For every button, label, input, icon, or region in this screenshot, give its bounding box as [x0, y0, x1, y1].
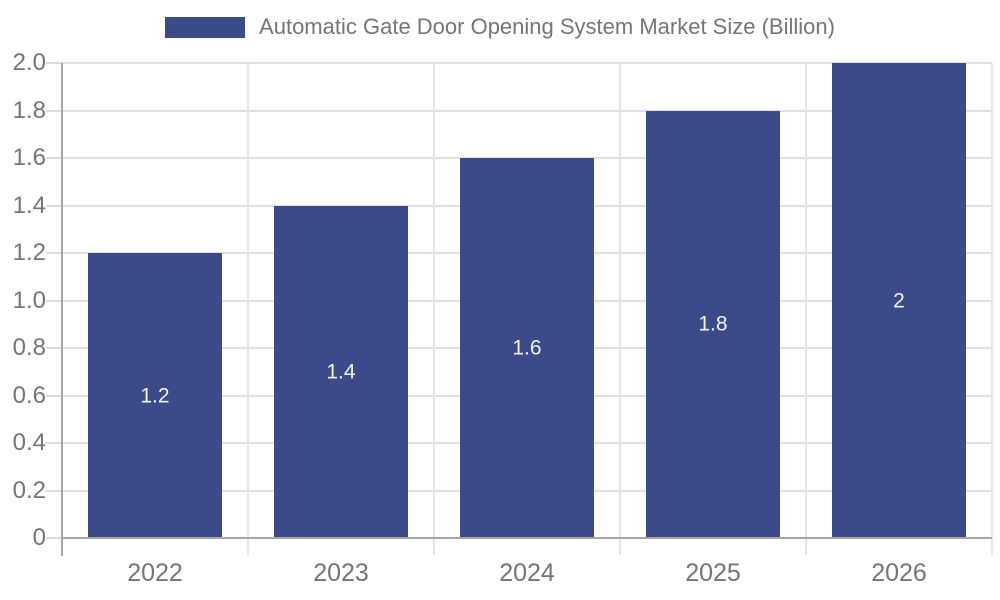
y-tick-label: 1.0 [12, 286, 46, 314]
y-tick-label: 1.2 [12, 239, 46, 266]
y-tick-label: 1.8 [12, 96, 46, 124]
x-tick-mark [247, 539, 249, 555]
bar-value-label: 1.8 [698, 312, 728, 336]
bar-value-label: 2 [893, 289, 905, 312]
y-tick-mark [46, 204, 62, 207]
gridline-horizontal [62, 109, 992, 112]
y-tick-label: 2.0 [12, 49, 46, 76]
y-tick-label: 0.6 [12, 381, 46, 409]
x-tick-mark [805, 539, 807, 555]
y-axis-line [61, 63, 63, 556]
bar-2025: 1.8 [646, 110, 780, 538]
x-tick-label: 2024 [499, 559, 555, 587]
y-tick-label: 1.6 [12, 144, 46, 171]
y-tick-mark [46, 489, 62, 492]
y-tick-label: 0.4 [12, 429, 46, 456]
gridline-vertical [805, 63, 807, 538]
x-tick-label: 2023 [313, 559, 369, 587]
y-tick-mark [46, 109, 62, 112]
y-tick-mark [46, 157, 62, 159]
y-tick-mark [46, 62, 62, 64]
y-tick-label: 0 [32, 524, 46, 551]
bar-2023: 1.4 [274, 205, 408, 538]
x-tick-label: 2025 [685, 559, 741, 587]
bar-2026: 2 [832, 63, 966, 538]
legend: Automatic Gate Door Opening System Marke… [0, 14, 1000, 40]
y-tick-mark [46, 252, 62, 254]
y-tick-label: 1.4 [12, 191, 46, 219]
y-tick-mark [46, 299, 62, 302]
y-tick-mark [46, 442, 62, 444]
y-tick-label: 0.2 [12, 476, 46, 504]
x-tick-mark [991, 539, 993, 555]
y-tick-mark [46, 394, 62, 397]
x-tick-label: 2022 [127, 559, 183, 587]
gridline-vertical [619, 63, 621, 538]
plot-area: 1.2 1.4 1.6 1.8 2 [62, 62, 993, 538]
gridline-horizontal [62, 62, 992, 64]
x-tick-mark [433, 539, 435, 555]
y-tick-mark [46, 537, 62, 539]
bar-value-label: 1.2 [140, 384, 170, 407]
x-tick-label: 2026 [871, 559, 927, 587]
bar-2022: 1.2 [88, 253, 222, 538]
bar-value-label: 1.4 [326, 360, 356, 384]
y-tick-mark [46, 347, 62, 349]
x-axis-line [62, 537, 992, 539]
legend-label: Automatic Gate Door Opening System Marke… [259, 14, 835, 39]
gridline-vertical [433, 63, 435, 538]
legend-swatch [165, 16, 246, 38]
bar-value-label: 1.6 [512, 336, 542, 360]
x-tick-mark [619, 539, 621, 555]
gridline-vertical [991, 63, 993, 538]
bar-2024: 1.6 [460, 158, 594, 538]
y-tick-label: 0.8 [12, 334, 46, 361]
gridline-vertical [247, 63, 249, 538]
